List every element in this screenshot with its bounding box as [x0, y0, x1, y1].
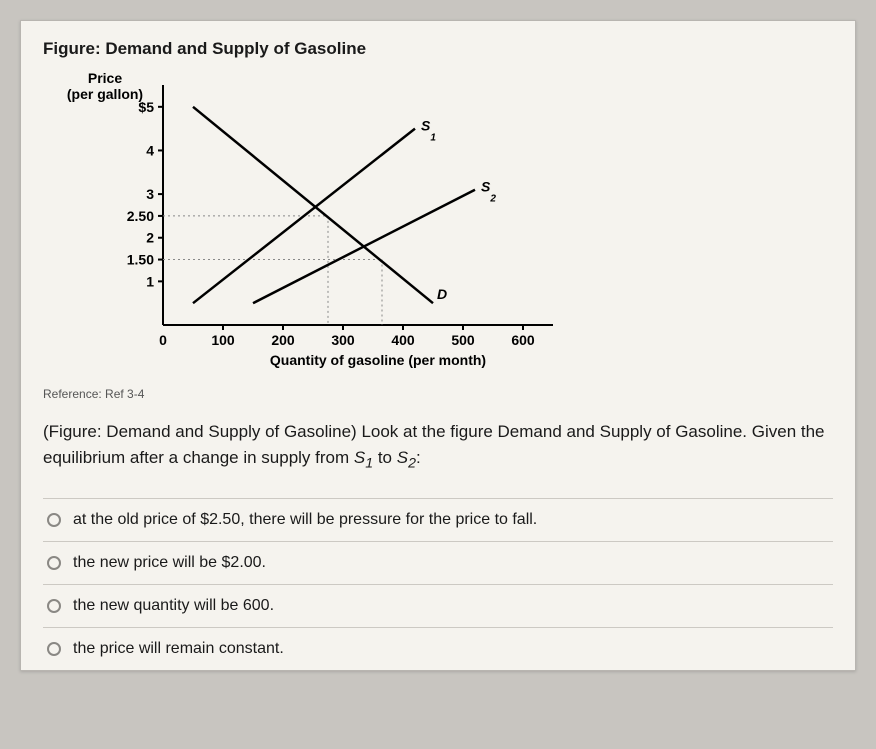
svg-text:1.50: 1.50 — [127, 252, 154, 268]
option-label: at the old price of $2.50, there will be… — [73, 511, 537, 529]
svg-text:4: 4 — [146, 142, 154, 158]
svg-text:2.50: 2.50 — [127, 208, 154, 224]
option-row[interactable]: at the old price of $2.50, there will be… — [43, 498, 833, 541]
figure-title: Figure: Demand and Supply of Gasoline — [43, 39, 833, 59]
svg-text:300: 300 — [331, 332, 355, 348]
svg-text:500: 500 — [451, 332, 475, 348]
radio-icon[interactable] — [47, 642, 61, 656]
q-mid: to — [373, 448, 397, 467]
svg-text:Quantity of gasoline (per mont: Quantity of gasoline (per month) — [270, 352, 486, 368]
svg-text:(per gallon): (per gallon) — [67, 86, 143, 102]
option-row[interactable]: the new quantity will be 600. — [43, 584, 833, 627]
q-s2-sub: 2 — [408, 456, 416, 472]
q-s1-sub: 1 — [365, 456, 373, 472]
q-s2: S — [397, 448, 408, 467]
option-row[interactable]: the price will remain constant. — [43, 627, 833, 670]
options-list: at the old price of $2.50, there will be… — [43, 498, 833, 670]
svg-text:400: 400 — [391, 332, 415, 348]
radio-icon[interactable] — [47, 556, 61, 570]
option-label: the new price will be $2.00. — [73, 554, 266, 572]
svg-text:S1: S1 — [421, 118, 436, 143]
question-text: (Figure: Demand and Supply of Gasoline) … — [43, 419, 833, 476]
chart: $5432.5021.5010100200300400500600Price(p… — [53, 65, 573, 385]
svg-text:600: 600 — [511, 332, 535, 348]
option-label: the new quantity will be 600. — [73, 597, 274, 615]
svg-text:S2: S2 — [481, 179, 496, 205]
svg-text:0: 0 — [159, 332, 167, 348]
chart-svg: $5432.5021.5010100200300400500600Price(p… — [53, 65, 573, 385]
svg-text:3: 3 — [146, 186, 154, 202]
question-card: Figure: Demand and Supply of Gasoline $5… — [20, 20, 856, 671]
svg-text:100: 100 — [211, 332, 235, 348]
svg-text:D: D — [437, 286, 447, 302]
q-s1: S — [354, 448, 365, 467]
svg-text:1: 1 — [146, 273, 154, 289]
q-suffix: : — [416, 448, 421, 467]
q-prefix: (Figure: Demand and Supply of Gasoline) … — [43, 422, 825, 467]
option-label: the price will remain constant. — [73, 640, 284, 658]
reference-text: Reference: Ref 3-4 — [43, 387, 833, 401]
radio-icon[interactable] — [47, 513, 61, 527]
svg-text:2: 2 — [146, 230, 154, 246]
radio-icon[interactable] — [47, 599, 61, 613]
option-row[interactable]: the new price will be $2.00. — [43, 541, 833, 584]
svg-text:200: 200 — [271, 332, 295, 348]
svg-text:Price: Price — [88, 70, 122, 86]
